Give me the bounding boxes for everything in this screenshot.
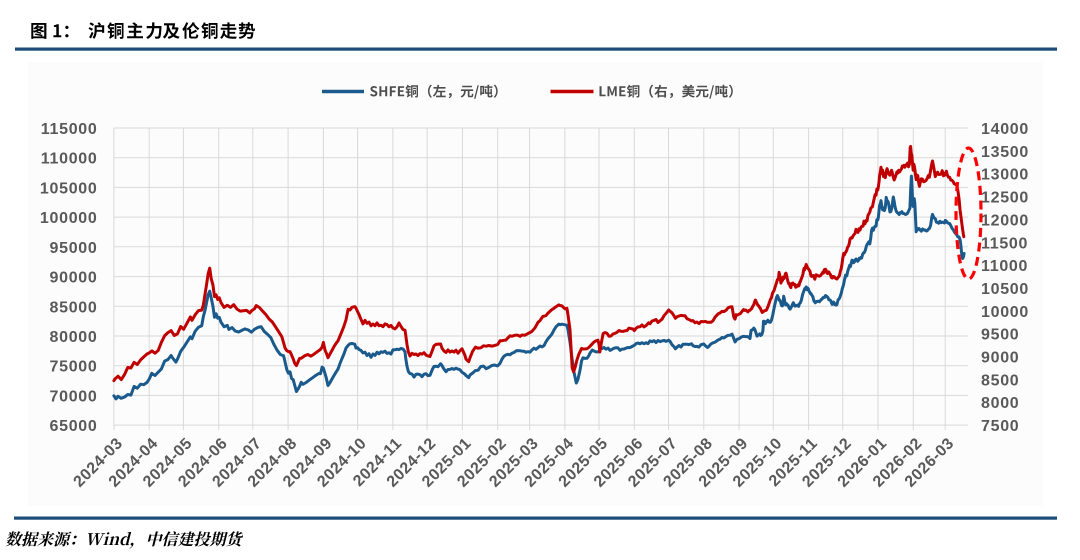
svg-text:95000: 95000 [50, 240, 98, 257]
svg-text:80000: 80000 [50, 329, 98, 346]
svg-text:100000: 100000 [40, 210, 98, 227]
svg-text:105000: 105000 [40, 180, 98, 197]
svg-text:12000: 12000 [981, 212, 1029, 229]
svg-text:11000: 11000 [981, 258, 1028, 275]
svg-text:13500: 13500 [981, 144, 1029, 161]
svg-text:11500: 11500 [981, 235, 1028, 252]
svg-text:65000: 65000 [50, 418, 98, 435]
svg-text:13000: 13000 [981, 167, 1029, 184]
svg-text:85000: 85000 [50, 299, 98, 316]
svg-text:10500: 10500 [981, 281, 1029, 298]
svg-text:10000: 10000 [981, 304, 1029, 321]
svg-text:8000: 8000 [981, 395, 1019, 412]
svg-text:14000: 14000 [981, 121, 1029, 138]
svg-text:110000: 110000 [41, 151, 98, 168]
svg-text:7500: 7500 [981, 418, 1019, 435]
svg-text:9000: 9000 [981, 350, 1019, 367]
svg-text:70000: 70000 [50, 388, 98, 405]
svg-text:90000: 90000 [50, 270, 98, 287]
svg-text:75000: 75000 [50, 359, 98, 376]
svg-text:115000: 115000 [41, 121, 98, 138]
svg-text:8500: 8500 [981, 372, 1019, 389]
svg-text:12500: 12500 [981, 190, 1029, 207]
svg-text:9500: 9500 [981, 327, 1019, 344]
